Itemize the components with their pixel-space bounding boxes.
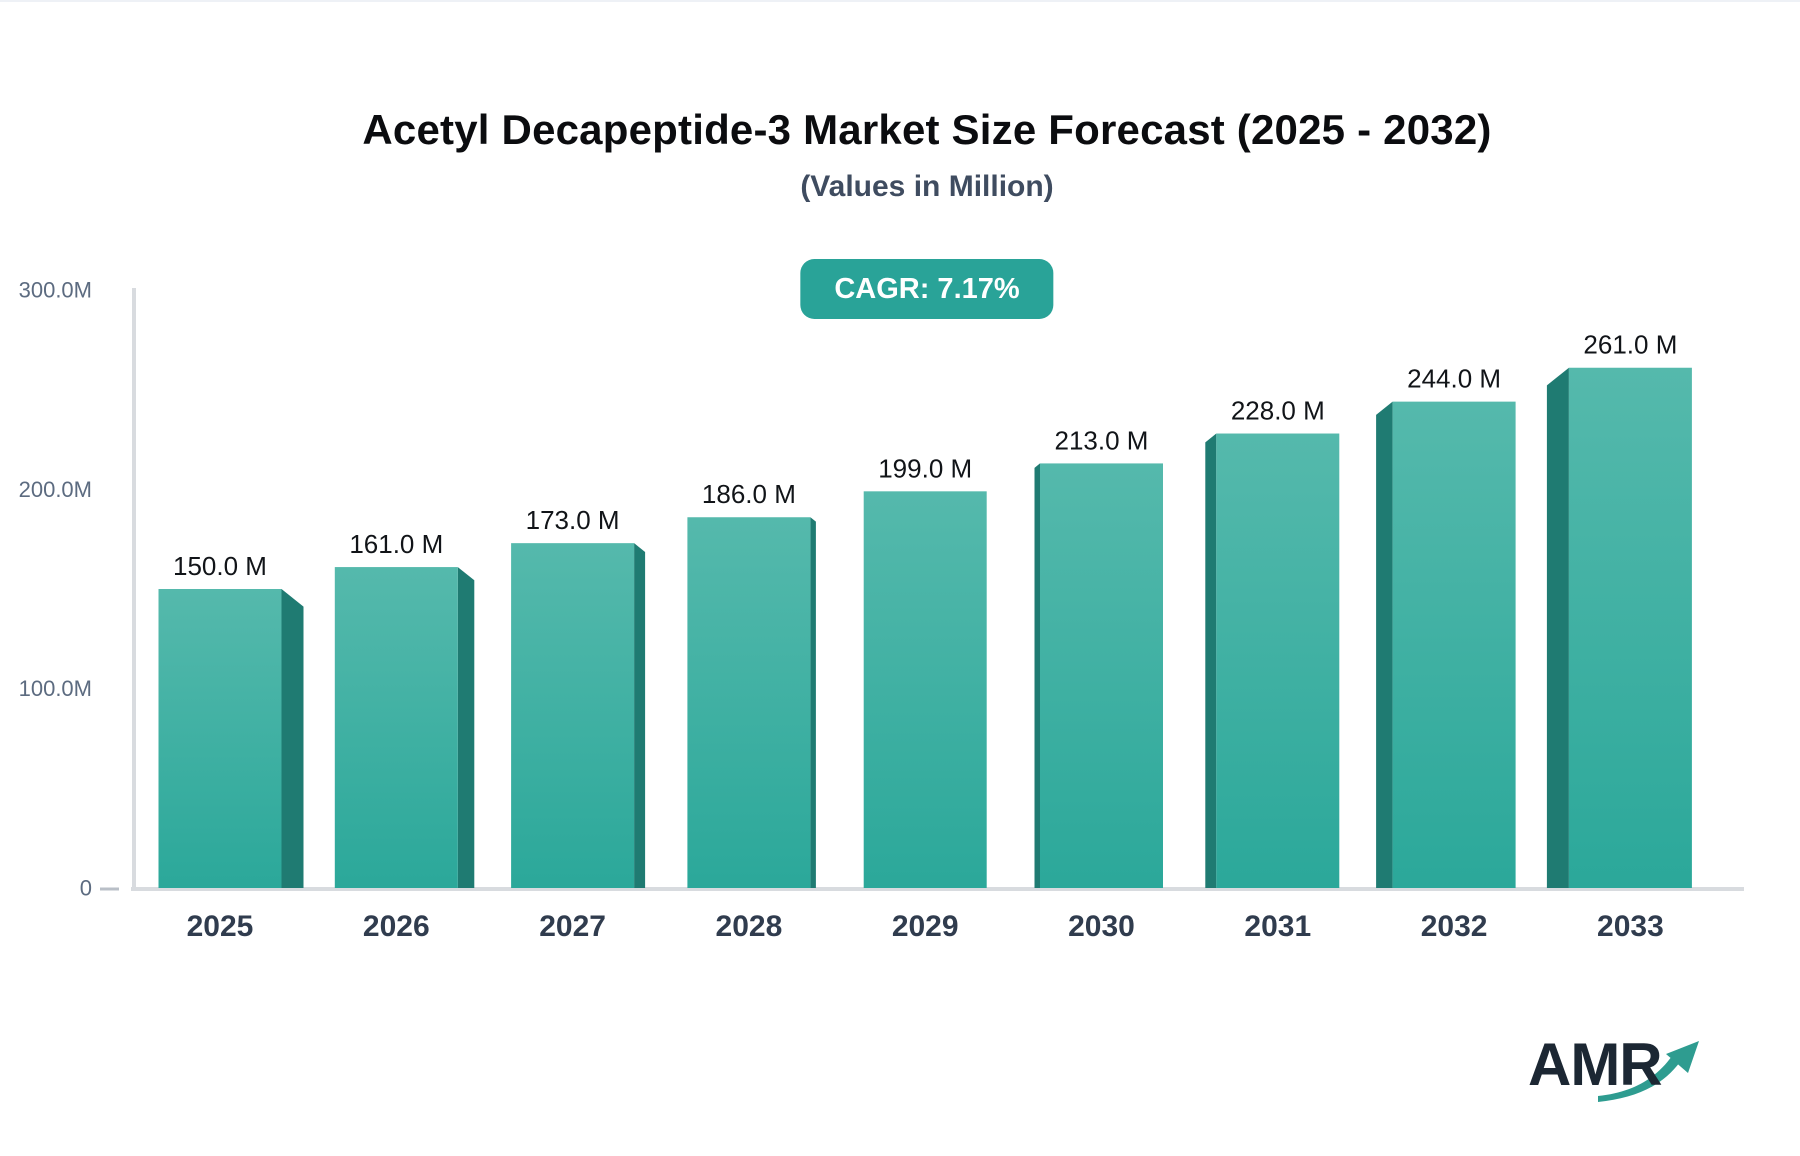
bar-front-face [1392, 401, 1516, 888]
bar-value-label: 244.0 M [1407, 364, 1501, 394]
amr-logo: AMR [1528, 1031, 1718, 1110]
bar-value-label: 186.0 M [702, 479, 796, 509]
x-axis-tick-label: 2025 [187, 910, 254, 943]
x-axis-tick-label: 2029 [892, 910, 959, 943]
bar-group-2032: 244.0 M 2032 [1376, 364, 1516, 943]
bar-group-2026: 161.0 M 2026 [334, 529, 475, 943]
bar-front-face [1216, 433, 1340, 888]
market-size-bar-chart: 0 100.0M 200.0M 300.0M 150.0 M 2025 161.0 M 202… [19, 278, 1744, 943]
bar-side-face [1376, 401, 1393, 888]
bar-side-face [281, 589, 304, 888]
x-axis-tick-label: 2028 [716, 910, 783, 943]
x-axis-tick-label: 2032 [1421, 910, 1488, 943]
cagr-badge: CAGR: 7.17% [800, 259, 1054, 319]
y-axis-tick-label: 200.0M [19, 477, 92, 502]
bar-group-2029: 199.0 M 2029 [863, 453, 987, 943]
bar-front-face [1568, 367, 1692, 888]
y-axis-tick-label: 100.0M [19, 676, 92, 701]
y-axis-tick-label: 300.0M [19, 278, 92, 303]
page-title: Acetyl Decapeptide-3 Market Size Forecas… [362, 106, 1492, 153]
bar-front-face [863, 491, 987, 888]
x-axis-tick-label: 2027 [539, 910, 606, 943]
bar-side-face [1034, 463, 1040, 888]
x-axis-tick-label: 2033 [1597, 910, 1664, 943]
bar-group-2028: 186.0 M 2028 [687, 479, 816, 943]
amr-logo-text: AMR [1528, 1031, 1663, 1098]
y-axis-tick-label: 0 [80, 876, 92, 901]
trend-up-arrow-icon [1598, 1041, 1699, 1102]
bar-group-2033: 261.0 M 2033 [1546, 330, 1692, 943]
x-axis-tick-label: 2026 [363, 910, 430, 943]
bar-value-label: 199.0 M [878, 453, 972, 483]
bar-group-2025: 150.0 M 2025 [158, 551, 304, 943]
bar-front-face [687, 517, 811, 888]
bar-side-face [457, 567, 475, 888]
bar-value-label: 161.0 M [349, 529, 443, 559]
bar-value-label: 261.0 M [1583, 330, 1677, 360]
bar-side-face [1205, 433, 1217, 888]
bar-value-label: 213.0 M [1055, 425, 1149, 455]
x-axis-tick-label: 2030 [1068, 910, 1135, 943]
bar-side-face [634, 543, 646, 888]
bar-value-label: 173.0 M [526, 505, 620, 535]
bar-group-2030: 213.0 M 2030 [1034, 425, 1163, 943]
bar-value-label: 150.0 M [173, 551, 267, 581]
bar-value-label: 228.0 M [1231, 396, 1325, 426]
bar-side-face [1546, 367, 1569, 888]
bar-front-face [1040, 463, 1163, 888]
bar-front-face [158, 589, 282, 888]
chart-subtitle: (Values in Million) [800, 170, 1054, 203]
bar-front-face [511, 543, 635, 888]
bar-group-2027: 173.0 M 2027 [511, 505, 646, 943]
bar-group-2031: 228.0 M 2031 [1205, 396, 1340, 943]
bar-front-face [334, 567, 458, 888]
x-axis-tick-label: 2031 [1244, 910, 1311, 943]
bar-side-face [810, 517, 816, 888]
